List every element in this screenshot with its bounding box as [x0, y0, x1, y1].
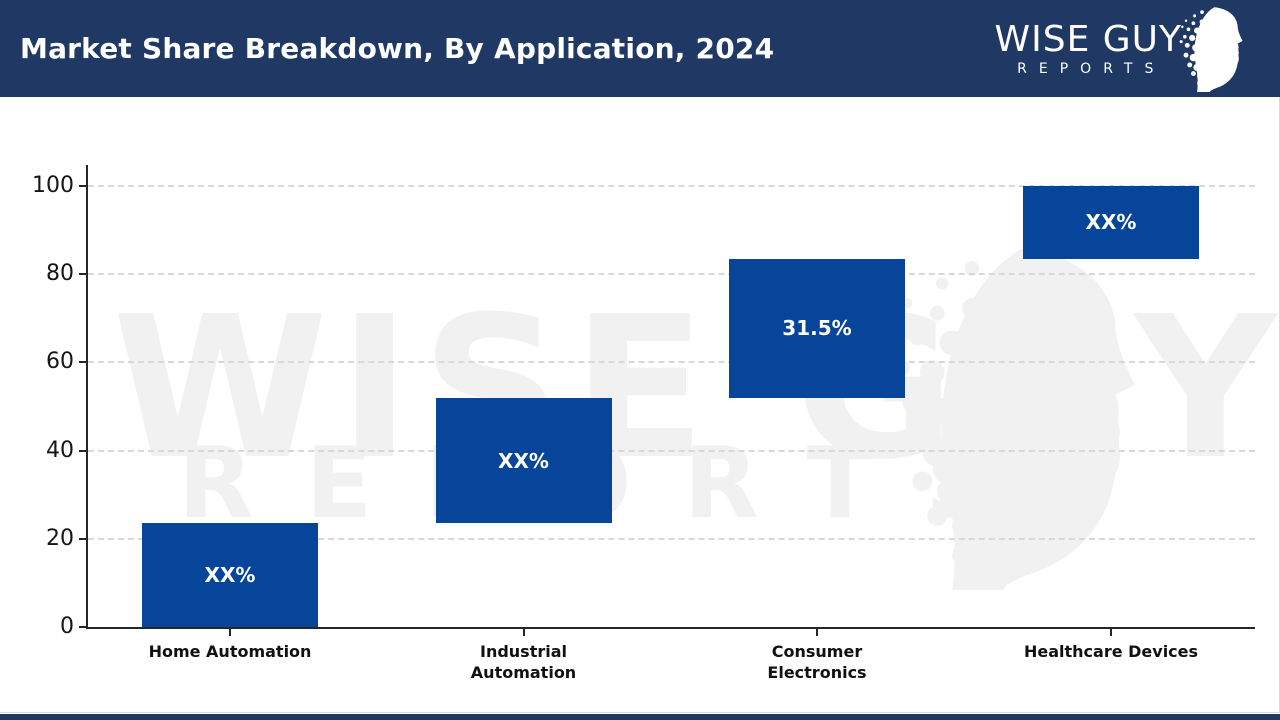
plot-area: 0 20 40 60 80 100 XX% Home Automation XX% Industr…: [0, 97, 1279, 712]
category-label: Industrial Automation: [404, 641, 644, 683]
category-label: Healthcare Devices: [991, 641, 1231, 662]
page-title: Market Share Breakdown, By Application, …: [20, 32, 775, 65]
header-bar: Market Share Breakdown, By Application, …: [0, 0, 1280, 97]
y-tick-label: 40: [46, 437, 74, 463]
y-gridline: [88, 449, 1255, 452]
bar: XX%: [435, 397, 612, 524]
chart-area: WISE GUY REPORTS 0 20 40 60 80 100 XX% Home Aut…: [0, 97, 1280, 713]
bar: 31.5%: [729, 258, 905, 398]
y-tick-label: 0: [60, 614, 74, 639]
category-label-line: Healthcare Devices: [1023, 642, 1199, 661]
y-tick-label: 20: [46, 525, 74, 551]
x-tick-mark: [1110, 627, 1112, 636]
bar: XX%: [142, 523, 318, 627]
x-tick-mark: [522, 627, 525, 636]
footer-bar: [0, 714, 1280, 720]
y-tick-mark: [79, 361, 88, 364]
category-label-line: Industrial: [479, 642, 567, 661]
y-tick-label: 60: [46, 349, 74, 375]
logo-wiseguy-text: WISE GUY: [994, 18, 1182, 60]
y-gridline: [88, 361, 1255, 364]
logo-wordmark: WISE GUY REPORTS: [994, 18, 1183, 78]
category-label: Consumer Electronics: [697, 641, 937, 683]
category-label-line: Automation: [470, 663, 577, 682]
bar-value-label: XX%: [1085, 210, 1137, 235]
dotted-head-icon: [1179, 6, 1243, 92]
y-gridline: [88, 273, 1255, 276]
category-label: Home Automation: [110, 641, 350, 662]
y-axis-spine: [86, 165, 88, 629]
y-tick-mark: [79, 273, 88, 276]
bar-value-label: 31.5%: [782, 316, 852, 341]
bar-value-label: XX%: [204, 563, 256, 588]
brand-logo: WISE GUY REPORTS: [995, 6, 1255, 92]
y-gridline: [88, 185, 1255, 187]
y-tick-label: 100: [32, 173, 74, 198]
y-gridline: [88, 537, 1255, 540]
y-tick-mark: [79, 185, 88, 187]
category-label-line: Home Automation: [148, 642, 312, 661]
y-tick-mark: [79, 626, 88, 628]
bar-value-label: XX%: [498, 448, 549, 473]
x-tick-mark: [816, 627, 818, 636]
category-label-line: Electronics: [767, 663, 867, 682]
x-tick-mark: [229, 627, 231, 636]
y-tick-mark: [79, 449, 88, 452]
y-tick-label: 80: [46, 261, 74, 287]
logo-reports-text: REPORTS: [1017, 60, 1166, 77]
category-label-line: Consumer: [771, 642, 863, 661]
x-axis-spine: [86, 627, 1255, 629]
bar: XX%: [1023, 186, 1199, 259]
y-tick-mark: [79, 537, 88, 540]
